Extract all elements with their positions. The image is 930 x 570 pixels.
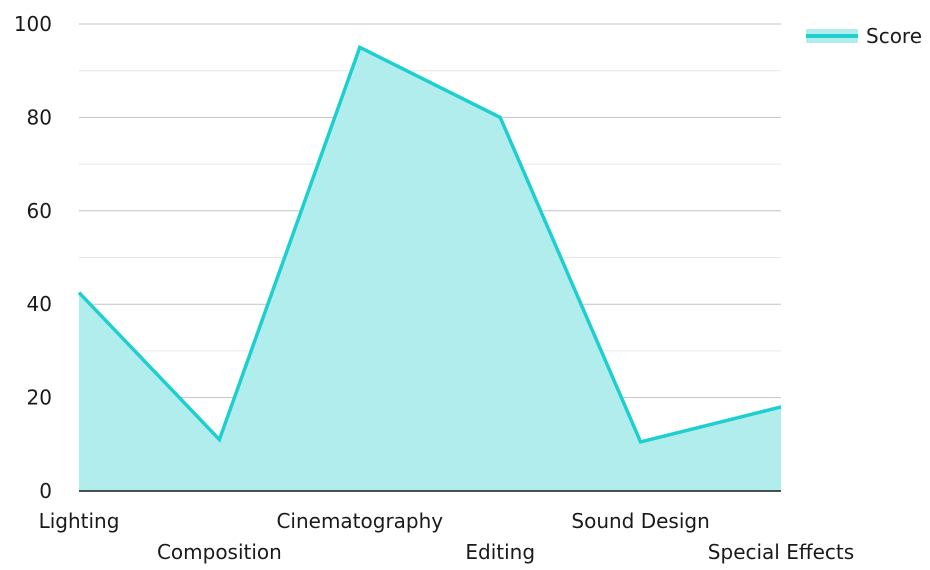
x-tick-label: Sound Design [571, 509, 709, 533]
y-tick-label: 80 [27, 105, 52, 129]
series-line-score [77, 44, 782, 445]
legend-label-score: Score [866, 24, 922, 48]
y-tick-label: 60 [27, 199, 52, 223]
y-tick-label: 0 [39, 479, 52, 503]
x-tick-label: Composition [157, 540, 282, 564]
area-series [77, 44, 782, 491]
y-tick-label: 20 [27, 386, 52, 410]
axes: 0 20 40 60 80 100 Lighting Composition Cinematog… [14, 12, 854, 564]
legend: Score [806, 24, 922, 48]
y-tick-label: 100 [14, 12, 52, 36]
x-tick-label: Lighting [39, 509, 120, 533]
x-tick-label: Cinematography [276, 509, 443, 533]
y-tick-label: 40 [27, 292, 52, 316]
x-tick-label: Editing [465, 540, 535, 564]
x-tick-label: Special Effects [708, 540, 854, 564]
area-fill-score [79, 47, 781, 491]
